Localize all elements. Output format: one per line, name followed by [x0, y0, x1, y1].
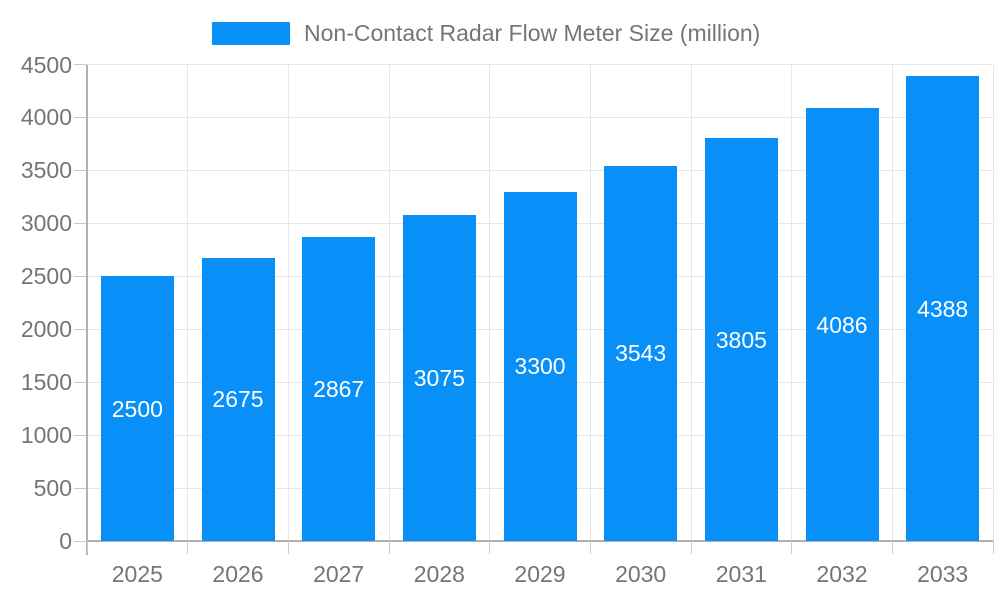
y-axis-label: 1000	[20, 422, 72, 449]
x-axis-tick	[891, 541, 893, 554]
y-gridline	[87, 64, 993, 65]
x-gridline	[589, 64, 591, 541]
y-axis-label: 2500	[20, 263, 72, 290]
x-gridline	[992, 64, 994, 541]
x-gridline	[287, 64, 289, 541]
x-gridline	[791, 64, 793, 541]
legend-label: Non-Contact Radar Flow Meter Size (milli…	[304, 20, 761, 46]
y-gridline	[87, 169, 993, 171]
bar-value-label: 3805	[715, 326, 767, 353]
y-axis-tick	[74, 222, 87, 224]
x-axis-tick	[589, 541, 591, 554]
y-axis-tick	[74, 64, 87, 65]
x-axis-label: 2030	[615, 561, 667, 587]
x-axis-label: 2025	[111, 561, 163, 587]
bar-value-label: 2867	[313, 376, 365, 403]
x-axis-tick	[791, 541, 793, 554]
bar[interactable]: 4388	[906, 76, 980, 541]
x-gridline	[891, 64, 893, 541]
x-axis-label: 2031	[715, 561, 767, 587]
y-axis-label: 2000	[20, 316, 72, 343]
y-axis-label: 500	[33, 475, 72, 502]
x-gridline	[489, 64, 491, 541]
bar[interactable]: 3805	[704, 138, 778, 541]
bar[interactable]: 3300	[503, 191, 577, 541]
y-axis-tick	[74, 169, 87, 171]
legend-swatch	[212, 21, 290, 45]
x-axis-tick	[287, 541, 289, 554]
x-axis-tick	[690, 541, 692, 554]
legend[interactable]: Non-Contact Radar Flow Meter Size (milli…	[212, 20, 760, 46]
x-gridline	[690, 64, 692, 541]
y-axis-label: 3000	[20, 210, 72, 237]
y-axis-tick	[74, 434, 87, 436]
bar-value-label: 2675	[212, 386, 264, 413]
y-axis-label: 1500	[20, 369, 72, 396]
y-axis-tick	[74, 540, 87, 542]
x-gridline	[187, 64, 189, 541]
x-axis-label: 2029	[514, 561, 566, 587]
bar-value-label: 3300	[514, 353, 566, 380]
y-axis-tick	[74, 487, 87, 489]
x-axis-label: 2033	[917, 561, 969, 587]
x-gridline	[388, 64, 390, 541]
x-axis-tick	[489, 541, 491, 554]
bar-value-label: 4388	[917, 295, 969, 322]
bar[interactable]: 3075	[402, 215, 476, 541]
bar[interactable]: 3543	[604, 165, 678, 541]
bar[interactable]: 2675	[201, 257, 275, 541]
x-axis-tick	[86, 541, 88, 554]
y-axis-label: 3500	[20, 157, 72, 184]
x-axis-tick	[388, 541, 390, 554]
bar-value-label: 4086	[816, 311, 868, 338]
bar[interactable]: 2500	[100, 276, 174, 541]
y-axis-tick	[74, 328, 87, 330]
x-axis-label: 2027	[313, 561, 365, 587]
bar-value-label: 2500	[111, 395, 163, 422]
bar-value-label: 3543	[615, 340, 667, 367]
x-axis-tick	[992, 541, 994, 554]
y-gridline	[87, 116, 993, 118]
y-axis-tick	[74, 116, 87, 118]
y-axis-label: 4000	[20, 104, 72, 131]
y-axis-label: 0	[59, 528, 72, 554]
x-axis-label: 2028	[413, 561, 465, 587]
y-axis-line	[86, 64, 88, 555]
x-axis-label: 2032	[816, 561, 868, 587]
bar-value-label: 3075	[413, 365, 465, 392]
x-axis-line	[87, 540, 993, 542]
y-axis-tick	[74, 381, 87, 383]
y-axis-tick	[74, 275, 87, 277]
x-axis-tick	[187, 541, 189, 554]
y-axis-label: 4500	[20, 51, 72, 78]
bar[interactable]: 4086	[805, 108, 879, 541]
x-axis-label: 2026	[212, 561, 264, 587]
bar[interactable]: 2867	[302, 237, 376, 541]
